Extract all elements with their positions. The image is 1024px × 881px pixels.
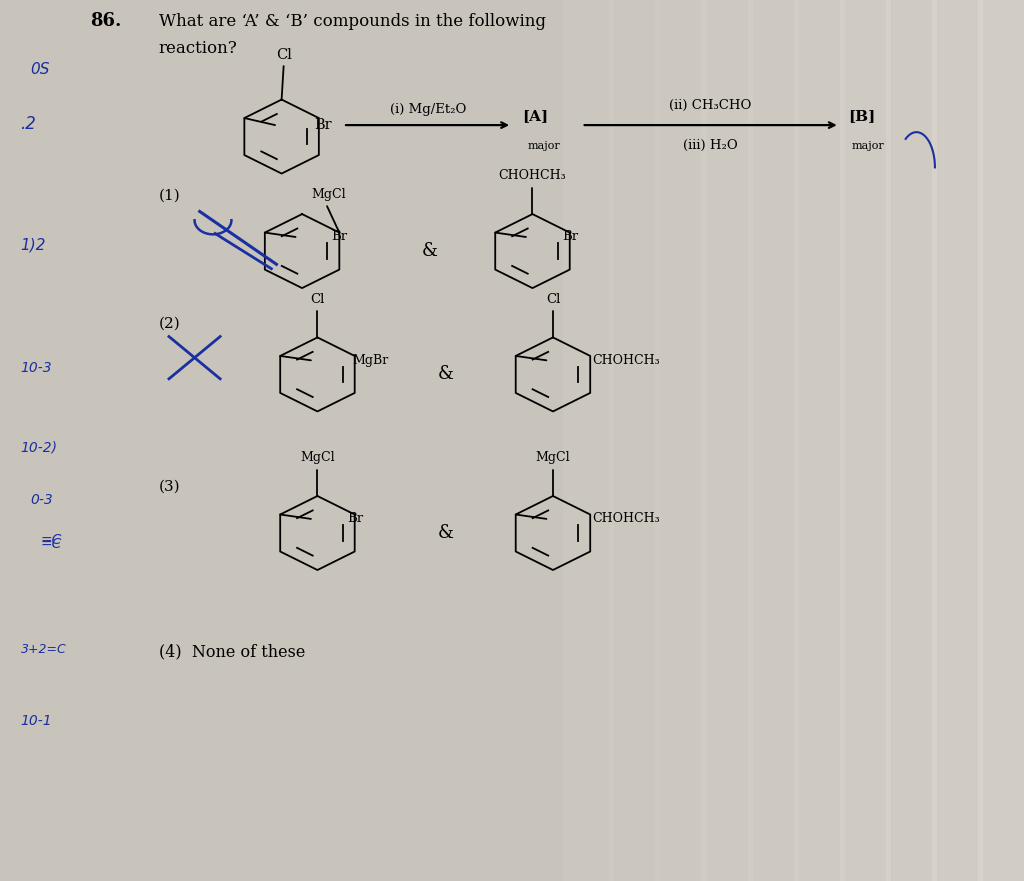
Bar: [701, 0, 753, 881]
Text: (1): (1): [159, 189, 180, 203]
Text: &: &: [422, 242, 438, 260]
Text: (3): (3): [159, 479, 180, 493]
Text: (iii) H₂O: (iii) H₂O: [683, 139, 738, 152]
Text: MgCl: MgCl: [300, 451, 335, 464]
Bar: [794, 0, 845, 881]
Text: =C: =C: [41, 537, 62, 552]
Text: 10-1: 10-1: [20, 714, 52, 728]
Text: (2): (2): [159, 316, 180, 330]
Text: &: &: [437, 366, 454, 383]
Text: =C: =C: [41, 533, 62, 547]
Text: 10-3: 10-3: [20, 361, 52, 375]
Bar: [655, 0, 707, 881]
Text: Br: Br: [347, 513, 362, 525]
Text: [A]: [A]: [522, 109, 549, 123]
Text: MgBr: MgBr: [352, 354, 388, 366]
Text: 3+2=C: 3+2=C: [20, 643, 67, 656]
Text: Cl: Cl: [275, 48, 292, 62]
Text: 0S: 0S: [31, 62, 50, 77]
Text: Cl: Cl: [310, 292, 325, 306]
Text: [B]: [B]: [848, 109, 876, 123]
Text: MgCl: MgCl: [311, 188, 346, 201]
Text: 0-3: 0-3: [31, 493, 53, 507]
Text: CHOHCH₃: CHOHCH₃: [499, 169, 566, 182]
Bar: [563, 0, 614, 881]
Bar: [840, 0, 891, 881]
Text: Cl: Cl: [546, 292, 560, 306]
Text: MgCl: MgCl: [536, 451, 570, 464]
Text: CHOHCH₃: CHOHCH₃: [593, 354, 660, 366]
Text: .2: .2: [20, 115, 37, 132]
Bar: [748, 0, 799, 881]
Text: (ii) CH₃CHO: (ii) CH₃CHO: [670, 99, 752, 112]
Text: &: &: [437, 524, 454, 542]
Text: 86.: 86.: [90, 12, 122, 30]
Text: What are ‘A’ & ‘B’ compounds in the following: What are ‘A’ & ‘B’ compounds in the foll…: [159, 13, 546, 30]
Text: major: major: [852, 141, 885, 151]
Bar: [886, 0, 937, 881]
Text: CHOHCH₃: CHOHCH₃: [593, 513, 660, 525]
Bar: [609, 0, 660, 881]
Text: Br: Br: [332, 231, 347, 243]
Text: (i) Mg/Et₂O: (i) Mg/Et₂O: [390, 103, 466, 116]
Text: major: major: [527, 141, 560, 151]
Text: 10-2): 10-2): [20, 440, 57, 455]
Text: 1)2: 1)2: [20, 238, 46, 253]
Text: (4)  None of these: (4) None of these: [159, 643, 305, 660]
Bar: [932, 0, 983, 881]
Text: Br: Br: [562, 231, 578, 243]
Text: Br: Br: [314, 118, 332, 132]
Text: reaction?: reaction?: [159, 41, 238, 57]
Bar: [978, 0, 1024, 881]
